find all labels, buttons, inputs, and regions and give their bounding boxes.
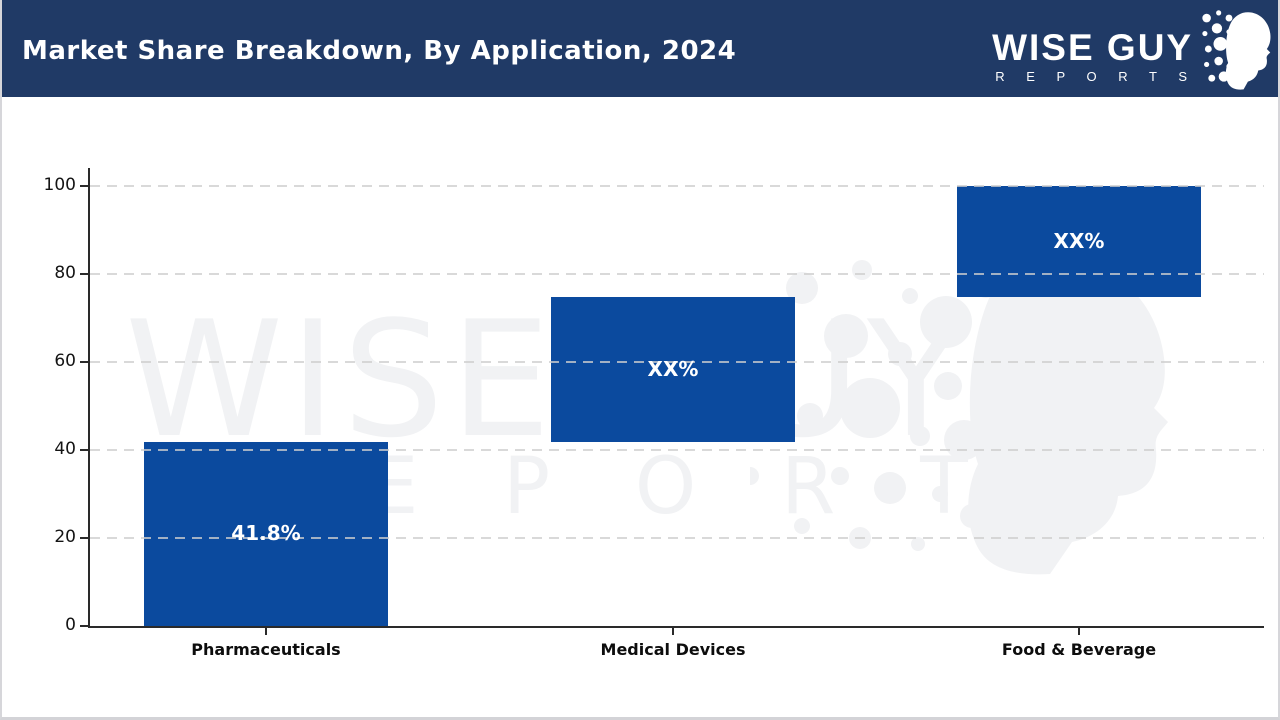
brand-name: WISE GUY [992, 27, 1194, 68]
category-label-0: Pharmaceuticals [191, 640, 341, 659]
bar-value-label: 41.8% [231, 521, 301, 546]
y-tick-80 [80, 273, 88, 275]
gridline-y20 [90, 537, 1264, 539]
gridline-y100 [90, 185, 1264, 187]
x-tick-0 [265, 628, 267, 635]
y-tick-label-0: 0 [65, 615, 76, 635]
bar-medical-devices [551, 297, 795, 443]
bar-value-label: XX% [647, 356, 699, 381]
category-label-1: Medical Devices [600, 640, 746, 659]
y-tick-label-80: 80 [54, 263, 76, 283]
y-tick-label-60: 60 [54, 351, 76, 371]
category-label-2: Food & Beverage [1001, 640, 1157, 659]
brand-logo-text: WISE GUY R E P O R T S [989, 29, 1196, 83]
brand-logo: WISE GUY R E P O R T S [989, 6, 1272, 92]
gridline-y60 [90, 361, 1264, 363]
y-axis-line [88, 168, 90, 628]
y-tick-100 [80, 185, 88, 187]
x-tick-2 [1078, 628, 1080, 635]
y-tick-40 [80, 449, 88, 451]
brand-head-icon [1202, 10, 1271, 90]
gridline-y40 [90, 449, 1264, 451]
y-tick-label-100: 100 [43, 175, 76, 195]
bar-pharmaceuticals [144, 442, 388, 626]
y-tick-0 [80, 625, 88, 627]
y-tick-60 [80, 361, 88, 363]
header-bar: Market Share Breakdown, By Application, … [2, 0, 1278, 97]
x-tick-1 [672, 628, 674, 635]
y-tick-label-40: 40 [54, 439, 76, 459]
bar-value-label: XX% [1053, 228, 1105, 253]
chart-title: Market Share Breakdown, By Application, … [22, 36, 737, 66]
gridline-y80 [90, 273, 1264, 275]
brand-subtitle: R E P O R T S [995, 69, 1196, 84]
y-tick-20 [80, 537, 88, 539]
y-tick-label-20: 20 [54, 527, 76, 547]
watermark-text-line1: WISE GUY [125, 286, 971, 473]
x-axis-line [88, 626, 1264, 628]
bar-food-beverage [957, 186, 1201, 298]
